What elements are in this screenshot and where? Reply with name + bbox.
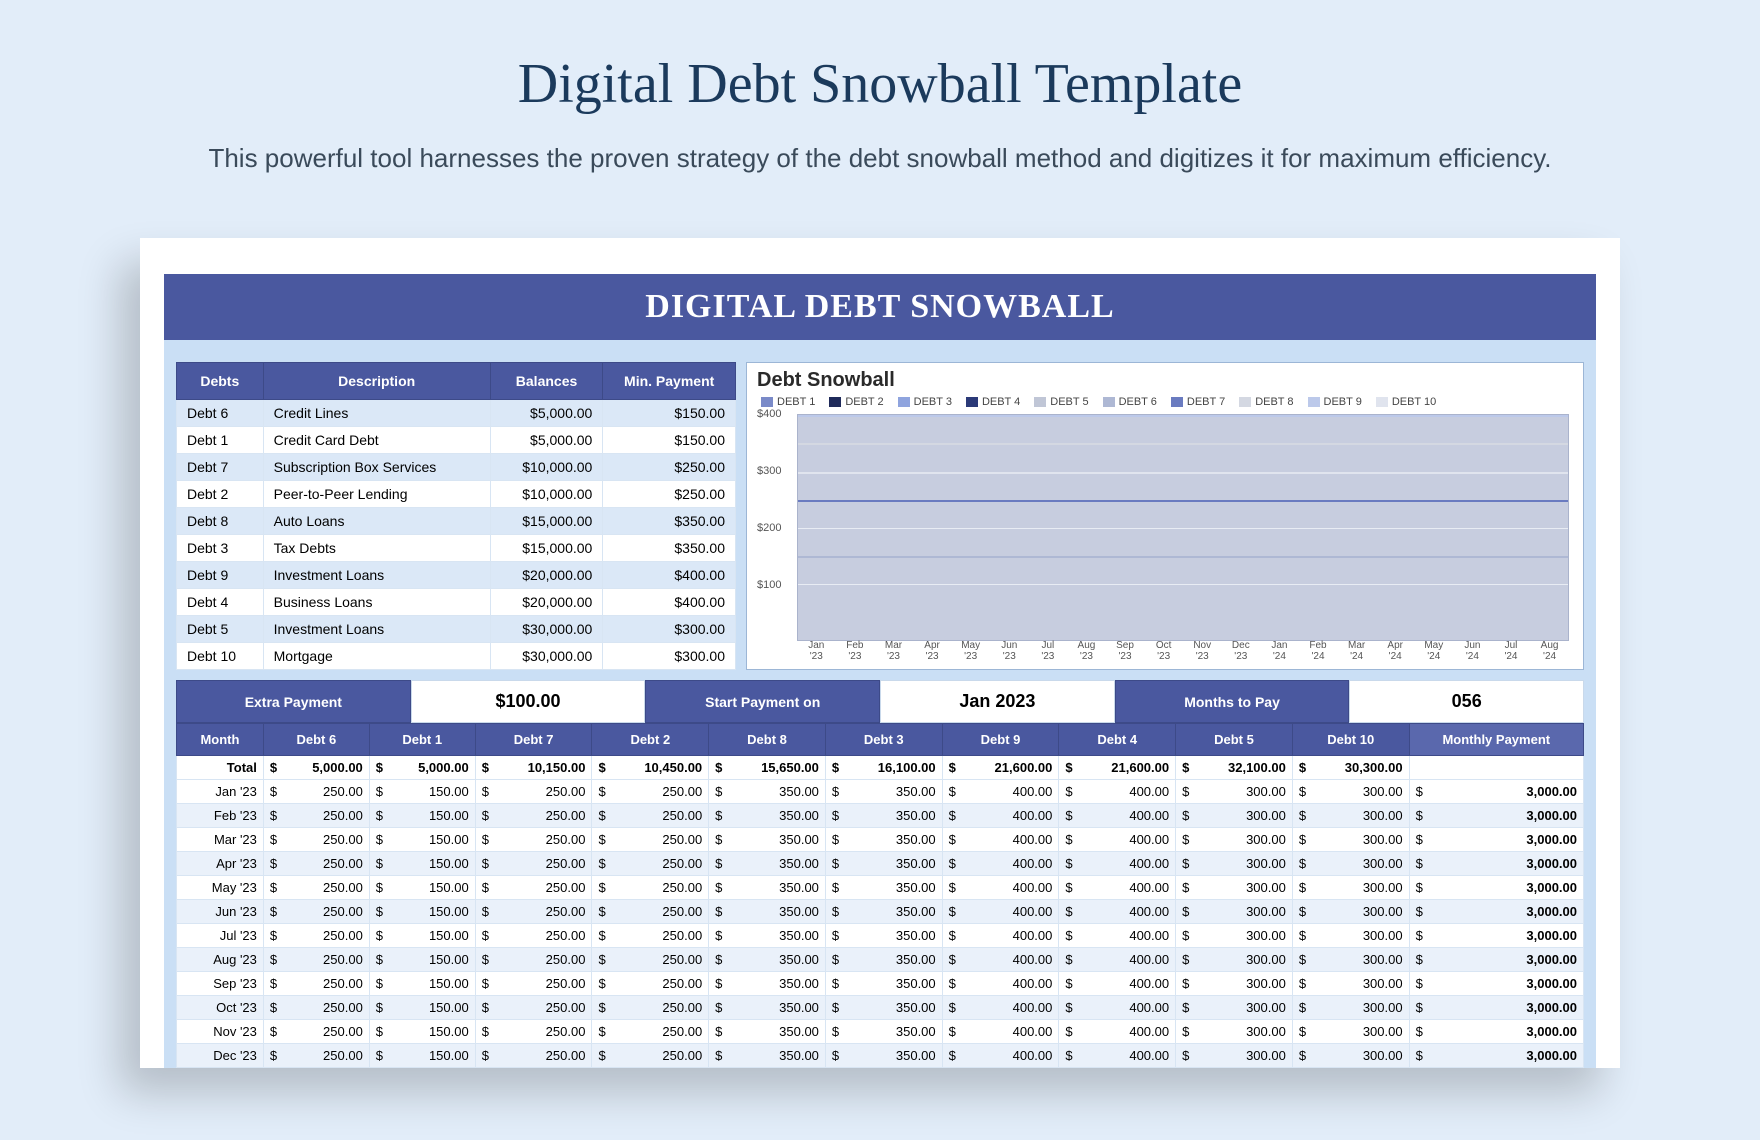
payment-schedule-table: MonthDebt 6Debt 1Debt 7Debt 2Debt 8Debt … <box>176 723 1584 1068</box>
schedule-header: Debt 3 <box>825 724 942 756</box>
page-title: Digital Debt Snowball Template <box>0 0 1760 116</box>
debts-table-header: Debts <box>177 363 264 400</box>
schedule-header: Debt 9 <box>942 724 1059 756</box>
chart-legend: DEBT 1DEBT 2DEBT 3DEBT 4DEBT 5DEBT 6DEBT… <box>757 396 1573 408</box>
table-row: Debt 9Investment Loans$20,000.00$400.00 <box>177 562 736 589</box>
schedule-row: Dec '23$250.00$150.00$250.00$250.00$350.… <box>177 1044 1584 1068</box>
schedule-row: Aug '23$250.00$150.00$250.00$250.00$350.… <box>177 948 1584 972</box>
table-row: Debt 2Peer-to-Peer Lending$10,000.00$250… <box>177 481 736 508</box>
schedule-row: Feb '23$250.00$150.00$250.00$250.00$350.… <box>177 804 1584 828</box>
schedule-header: Debt 5 <box>1176 724 1293 756</box>
table-row: Debt 5Investment Loans$30,000.00$300.00 <box>177 616 736 643</box>
start-payment-label: Start Payment on <box>645 680 880 723</box>
extra-payment-label: Extra Payment <box>176 680 411 723</box>
debt-snowball-chart: Debt Snowball DEBT 1DEBT 2DEBT 3DEBT 4DE… <box>746 362 1584 670</box>
chart-title: Debt Snowball <box>757 369 1573 392</box>
schedule-header: Debt 4 <box>1059 724 1176 756</box>
schedule-total-row: Total$5,000.00$5,000.00$10,150.00$10,450… <box>177 756 1584 780</box>
debts-table-header: Balances <box>490 363 603 400</box>
schedule-row: Jun '23$250.00$150.00$250.00$250.00$350.… <box>177 900 1584 924</box>
table-row: Debt 4Business Loans$20,000.00$400.00 <box>177 589 736 616</box>
schedule-row: May '23$250.00$150.00$250.00$250.00$350.… <box>177 876 1584 900</box>
schedule-row: Jan '23$250.00$150.00$250.00$250.00$350.… <box>177 780 1584 804</box>
schedule-header: Monthly Payment <box>1409 724 1583 756</box>
schedule-header: Month <box>177 724 264 756</box>
schedule-header: Debt 10 <box>1292 724 1409 756</box>
table-row: Debt 1Credit Card Debt$5,000.00$150.00 <box>177 427 736 454</box>
table-row: Debt 10Mortgage$30,000.00$300.00 <box>177 643 736 670</box>
table-row: Debt 7Subscription Box Services$10,000.0… <box>177 454 736 481</box>
months-to-pay-value: 056 <box>1349 680 1584 723</box>
schedule-header: Debt 6 <box>263 724 369 756</box>
page-subtitle: This powerful tool harnesses the proven … <box>180 138 1580 178</box>
table-row: Debt 3Tax Debts$15,000.00$350.00 <box>177 535 736 562</box>
schedule-header: Debt 7 <box>475 724 592 756</box>
schedule-header: Debt 2 <box>592 724 709 756</box>
table-row: Debt 8Auto Loans$15,000.00$350.00 <box>177 508 736 535</box>
debts-table: DebtsDescriptionBalancesMin. Payment Deb… <box>176 362 736 670</box>
sheet-banner: DIGITAL DEBT SNOWBALL <box>164 274 1596 340</box>
schedule-header: Debt 1 <box>369 724 475 756</box>
schedule-header: Debt 8 <box>709 724 826 756</box>
schedule-row: Nov '23$250.00$150.00$250.00$250.00$350.… <box>177 1020 1584 1044</box>
schedule-row: Jul '23$250.00$150.00$250.00$250.00$350.… <box>177 924 1584 948</box>
extra-payment-value: $100.00 <box>411 680 646 723</box>
schedule-row: Mar '23$250.00$150.00$250.00$250.00$350.… <box>177 828 1584 852</box>
start-payment-value: Jan 2023 <box>880 680 1115 723</box>
schedule-row: Sep '23$250.00$150.00$250.00$250.00$350.… <box>177 972 1584 996</box>
table-row: Debt 6Credit Lines$5,000.00$150.00 <box>177 400 736 427</box>
schedule-row: Oct '23$250.00$150.00$250.00$250.00$350.… <box>177 996 1584 1020</box>
template-sheet: DIGITAL DEBT SNOWBALL DebtsDescriptionBa… <box>140 238 1620 1068</box>
debts-table-header: Description <box>263 363 490 400</box>
controls-row: Extra Payment $100.00 Start Payment on J… <box>176 680 1584 723</box>
chart-plot: Jan'23Feb'23Mar'23Apr'23May'23Jun'23Jul'… <box>757 414 1573 665</box>
schedule-row: Apr '23$250.00$150.00$250.00$250.00$350.… <box>177 852 1584 876</box>
debts-table-header: Min. Payment <box>603 363 736 400</box>
months-to-pay-label: Months to Pay <box>1115 680 1350 723</box>
